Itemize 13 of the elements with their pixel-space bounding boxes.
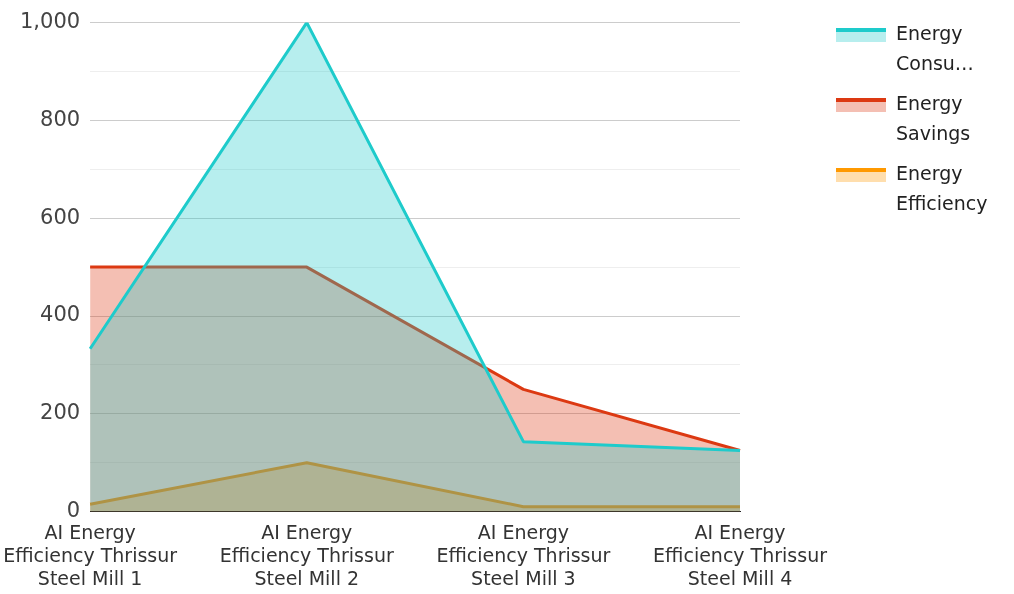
x-tick-label: AI Energy Efficiency Thrissur Steel Mill 4 xyxy=(653,520,828,589)
x-tick-label: AI Energy Efficiency Thrissur Steel Mill 1 xyxy=(3,520,178,589)
x-tick-label: AI Energy Efficiency Thrissur Steel Mill 2 xyxy=(219,520,394,589)
legend-label: Energy Savings xyxy=(896,91,972,146)
y-tick-label: 200 xyxy=(40,400,81,425)
x-tick-label: AI Energy Efficiency Thrissur Steel Mill 3 xyxy=(436,520,611,589)
y-tick-label: 1,000 xyxy=(19,9,81,34)
y-tick-label: 800 xyxy=(40,106,81,131)
y-tick-label: 600 xyxy=(40,204,81,229)
y-tick-label: 400 xyxy=(40,302,81,327)
legend-label: Energy Efficiency xyxy=(896,161,989,216)
y-tick-label: 0 xyxy=(66,498,81,523)
legend-label: Energy Consu… xyxy=(896,21,975,76)
